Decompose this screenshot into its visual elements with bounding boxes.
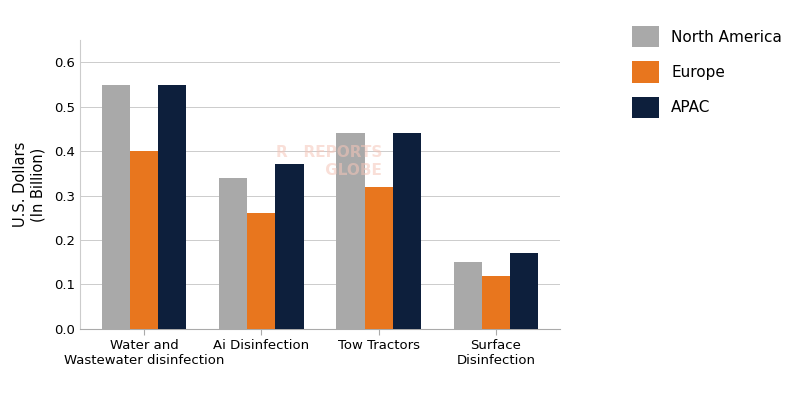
Bar	[275, 164, 303, 329]
Legend: North America, Europe, APAC: North America, Europe, APAC	[626, 20, 788, 124]
Bar	[102, 85, 130, 329]
Bar	[510, 253, 538, 329]
Bar	[365, 187, 393, 329]
Text: R   REPORTS
         GLOBE: R REPORTS GLOBE	[277, 145, 382, 178]
Bar	[454, 262, 482, 329]
Bar	[393, 134, 421, 329]
Bar	[158, 85, 186, 329]
Bar	[337, 134, 365, 329]
Bar	[482, 275, 510, 329]
Y-axis label: U.S. Dollars
(In Billion): U.S. Dollars (In Billion)	[14, 142, 46, 227]
Bar	[130, 151, 158, 329]
Bar	[247, 213, 275, 329]
Bar	[219, 178, 247, 329]
